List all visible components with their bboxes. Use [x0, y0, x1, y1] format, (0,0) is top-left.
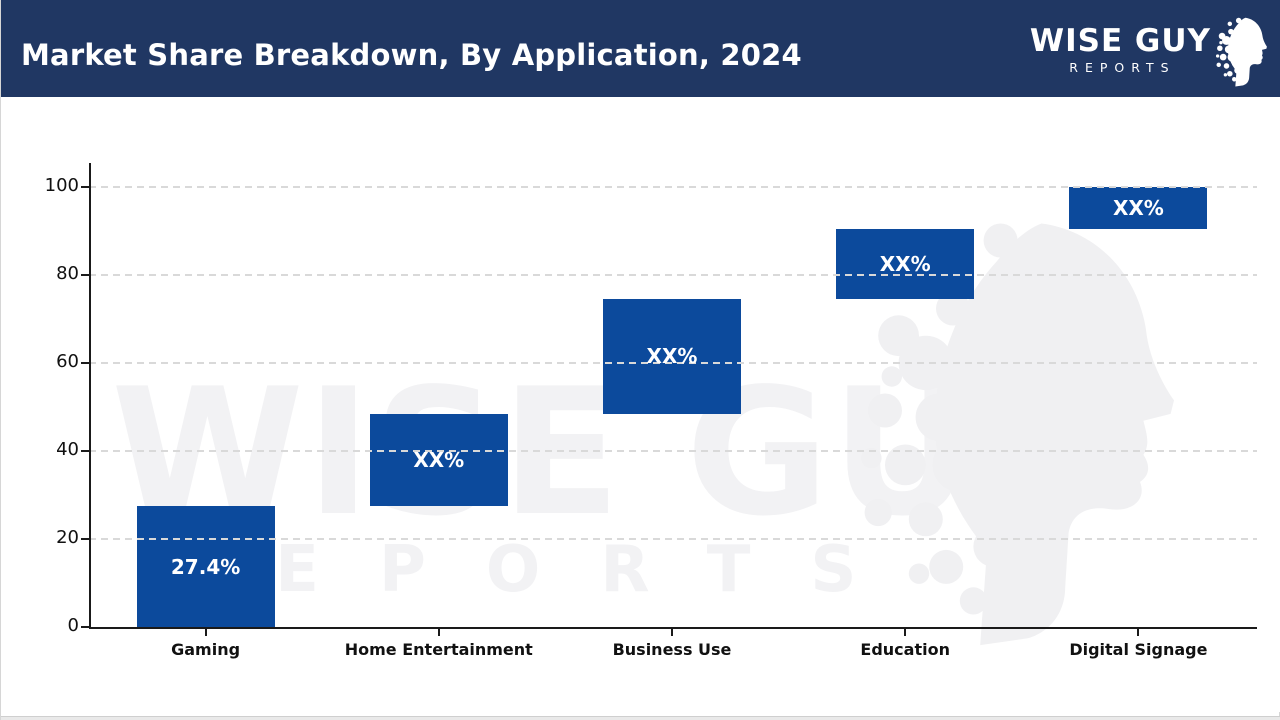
y-tick-80: [81, 274, 89, 276]
y-tick-20: [81, 538, 89, 540]
bar-home-entertainment: [369, 413, 508, 507]
y-tick-0: [81, 626, 89, 628]
wise-guy-face-icon: [1215, 17, 1267, 86]
logo-wordmark-block: WISE GUY REPORTS: [1029, 23, 1211, 76]
logo-wordmark: WISE GUY: [1029, 23, 1211, 59]
gridline-80: [89, 274, 1257, 276]
y-tick-label-20: 20: [56, 527, 79, 548]
y-tick-label-100: 100: [44, 175, 79, 196]
page-title: Market Share Breakdown, By Application, …: [21, 37, 802, 72]
y-tick-label-60: 60: [56, 351, 79, 372]
logo-subtext: REPORTS: [1069, 60, 1176, 75]
gridline-40: [89, 450, 1257, 452]
wise-guy-logo: WISE GUY REPORTS: [1030, 15, 1271, 87]
bar-value-label: XX%: [1112, 195, 1164, 220]
x-category-label: Home Entertainment: [344, 640, 533, 659]
x-category-label: Education: [860, 640, 950, 659]
window-bottom-edge: [1, 716, 1280, 720]
bar-value-label: XX%: [879, 251, 931, 276]
gridline-100: [89, 186, 1257, 188]
x-tick-1: [204, 629, 207, 636]
waterfall-chart: WISE GUY REPORTS 27.4% XX% XX% XX% XX% 0 20 40 6…: [1, 97, 1280, 712]
bar-business-use: [603, 299, 741, 414]
x-tick-2: [437, 629, 440, 636]
gridline-60: [89, 362, 1257, 364]
x-tick-5: [1137, 629, 1140, 636]
bar-value-label: XX%: [646, 344, 698, 369]
watermark-subtext: REPORTS: [166, 533, 917, 607]
y-tick-60: [81, 362, 89, 364]
x-axis-spine: [89, 627, 1257, 629]
x-category-label: Gaming: [171, 640, 241, 659]
y-tick-100: [81, 186, 89, 188]
y-tick-label-0: 0: [67, 615, 79, 636]
y-tick-40: [81, 450, 89, 452]
x-category-label: Digital Signage: [1069, 640, 1208, 659]
x-tick-4: [904, 629, 907, 636]
report-header: Market Share Breakdown, By Application, …: [1, 0, 1280, 97]
x-category-label: Business Use: [612, 640, 732, 659]
bar-value-label: XX%: [413, 448, 465, 472]
y-tick-label-40: 40: [56, 439, 79, 460]
y-tick-label-80: 80: [56, 263, 79, 284]
y-axis-spine: [89, 163, 91, 629]
bar-value-label: 27.4%: [170, 554, 241, 579]
x-tick-3: [671, 629, 673, 636]
bar-education: [836, 228, 975, 300]
bar-digital-signage: [1069, 187, 1208, 229]
gridline-20: [89, 538, 1257, 540]
bar-gaming: [136, 506, 275, 627]
